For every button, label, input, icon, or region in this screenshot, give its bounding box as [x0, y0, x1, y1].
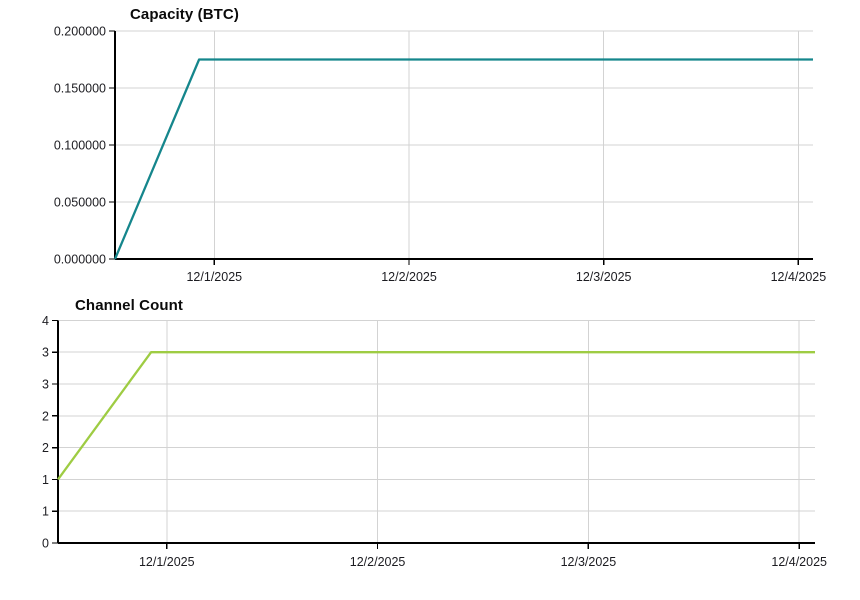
y-tick-label: 1 — [42, 505, 49, 519]
y-tick-label: 2 — [42, 441, 49, 455]
y-tick-label: 3 — [42, 346, 49, 360]
x-tick-label: 12/1/2025 — [186, 270, 242, 284]
x-tick-label: 12/2/2025 — [381, 270, 437, 284]
capacity-chart: Capacity (BTC) 0.000000 0.050000 0.100000 0… — [0, 0, 860, 290]
x-tick-label: 12/4/2025 — [771, 270, 827, 284]
x-tick-label: 12/1/2025 — [139, 555, 195, 569]
y-tick-label: 0.000000 — [54, 253, 106, 267]
y-tick-label: 0.200000 — [54, 25, 106, 39]
x-tick-label: 12/2/2025 — [350, 555, 406, 569]
capacity-line-series — [113, 58, 813, 260]
y-tick-label: 0.150000 — [54, 82, 106, 96]
channel-count-chart-title: Channel Count — [75, 297, 183, 314]
y-tick-label: 0.100000 — [54, 139, 106, 153]
channel-count-chart: Channel Count 0 1 1 2 2 3 3 4 12/1/2025 12/2/2025… — [0, 290, 860, 600]
y-tick-label: 3 — [42, 378, 49, 392]
capacity-chart-plot: 0.000000 0.050000 0.100000 0.150000 0.200000… — [54, 25, 827, 285]
y-tick-label: 4 — [42, 314, 49, 328]
y-tick-label: 0 — [42, 537, 49, 551]
y-tick-label: 0.050000 — [54, 196, 106, 210]
x-tick-label: 12/3/2025 — [576, 270, 632, 284]
x-tick-label: 12/3/2025 — [561, 555, 617, 569]
channel-count-chart-plot: 0 1 1 2 2 3 3 4 12/1/2025 12/2/2025 12/3/2025 12/4/… — [42, 314, 827, 569]
x-tick-label: 12/4/2025 — [771, 555, 827, 569]
capacity-chart-title: Capacity (BTC) — [130, 6, 239, 23]
y-tick-label: 2 — [42, 409, 49, 423]
y-tick-label: 1 — [42, 473, 49, 487]
channel-count-line-series — [57, 351, 815, 481]
